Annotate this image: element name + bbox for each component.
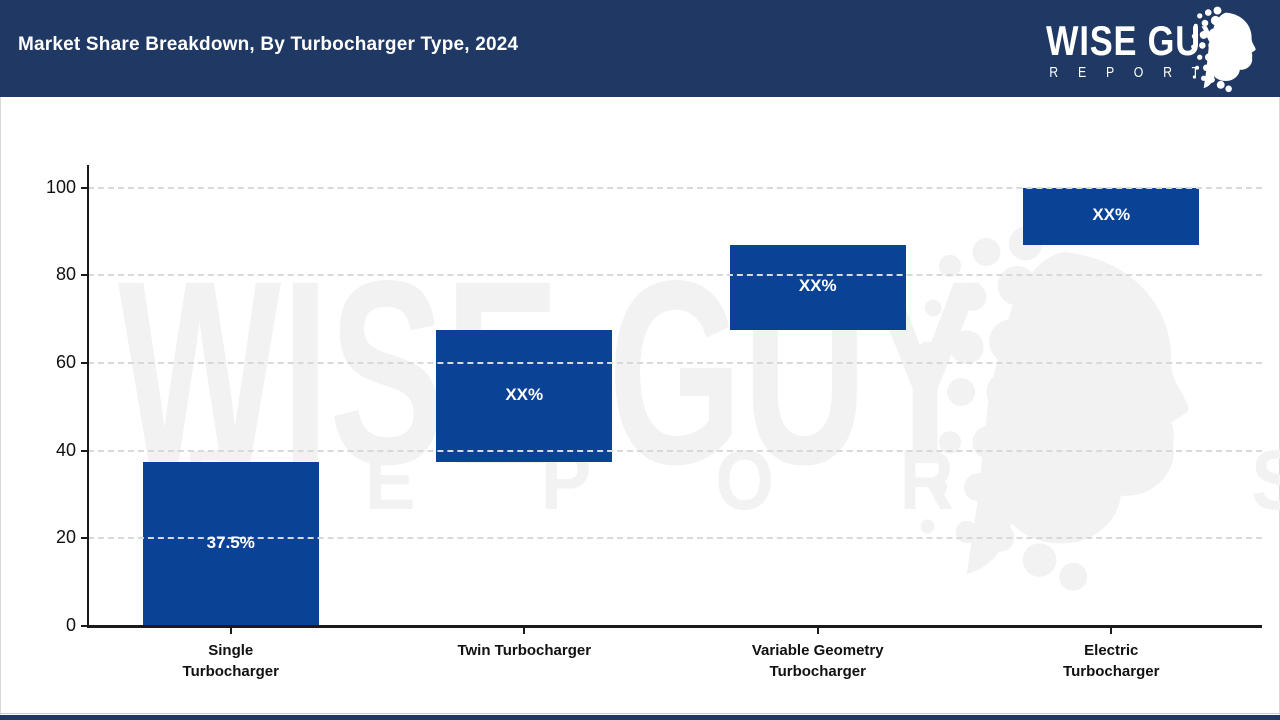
x-axis-line (87, 625, 1262, 628)
x-tick-mark (229, 627, 232, 634)
bar-value-label: XX% (798, 276, 837, 296)
brand-face-icon (1180, 6, 1272, 98)
y-tick-label: 100 (45, 176, 76, 197)
y-tick-mark (81, 625, 88, 627)
bar-segment (142, 461, 319, 626)
bar-segment (1023, 187, 1200, 245)
x-category-label: Variable Geometry Turbocharger (751, 642, 884, 680)
y-tick-label: 0 (65, 615, 76, 635)
y-tick-mark (81, 274, 88, 277)
x-tick-mark (523, 627, 526, 634)
y-tick-mark (81, 449, 88, 452)
gridline (88, 449, 1262, 452)
y-tick-label: 80 (55, 264, 76, 285)
bar-value-label: XX% (505, 384, 544, 404)
y-tick-label: 40 (55, 439, 76, 460)
x-category-label: Single Turbocharger (182, 642, 279, 680)
gridline (88, 537, 1262, 540)
bar-value-label: 37.5% (206, 532, 255, 552)
gridline (88, 274, 1262, 277)
y-tick-label: 60 (55, 351, 76, 372)
brand-text: WISE GUY R E P O R T S (1046, 20, 1236, 82)
y-axis-line (87, 165, 89, 628)
y-tick-label: 20 (55, 527, 76, 548)
y-tick-mark (81, 537, 88, 540)
gridline (88, 186, 1262, 189)
bottom-hairline (0, 713, 1280, 714)
bar-value-label: XX% (1092, 205, 1131, 224)
bottom-accent-bar (0, 715, 1280, 720)
chart-header: Market Share Breakdown, By Turbocharger … (0, 0, 1280, 97)
y-tick-mark (81, 361, 88, 364)
x-tick-mark (816, 627, 819, 634)
x-category-label: Twin Turbocharger (457, 642, 592, 659)
brand-logo: WISE GUY R E P O R T S (1004, 4, 1274, 94)
y-tick-mark (81, 186, 88, 189)
brand-tagline: R E P O R T S (1049, 64, 1236, 81)
gridline (88, 361, 1262, 364)
x-category-label: Electric Turbocharger (1063, 642, 1160, 680)
bar-segment (729, 244, 906, 330)
bar-segment (436, 330, 613, 462)
page-title: Market Share Breakdown, By Turbocharger … (18, 34, 519, 55)
x-tick-mark (1110, 627, 1113, 634)
